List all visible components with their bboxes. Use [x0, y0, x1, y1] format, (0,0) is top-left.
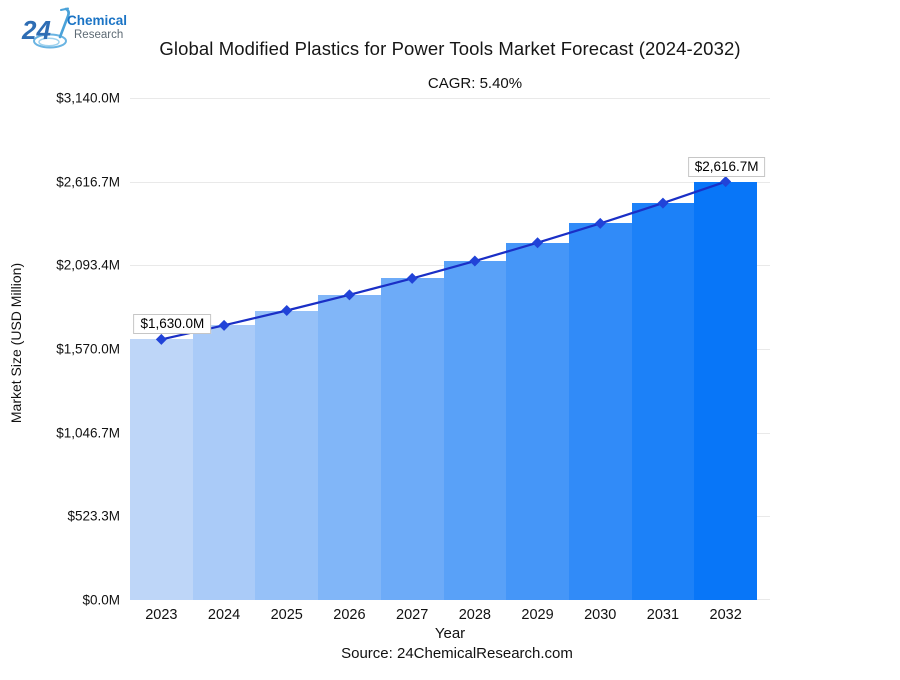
x-tick-label-2029: 2029	[521, 607, 554, 623]
bar-2023	[130, 339, 194, 600]
bar-2025	[255, 310, 319, 600]
x-tick-label-2031: 2031	[646, 607, 680, 623]
y-axis-title: Market Size (USD Million)	[8, 262, 24, 424]
x-axis-title: Year	[434, 625, 466, 642]
y-tick-label: $2,093.4M	[56, 257, 120, 273]
y-tick-label: $1,570.0M	[56, 341, 120, 357]
x-tick-label-2030: 2030	[584, 607, 617, 623]
bar-2029	[506, 242, 570, 600]
data-point-marker-2026	[343, 289, 355, 301]
bar-2030	[568, 223, 632, 600]
plot-area	[130, 98, 770, 600]
data-point-marker-2023	[155, 333, 167, 345]
x-tick-label-2026: 2026	[333, 607, 366, 623]
trend-line	[161, 180, 727, 341]
logo-text-chemical: Chemical	[67, 13, 127, 28]
data-point-marker-2025	[281, 305, 293, 317]
logo-graphic: 24 Chemical Research	[21, 7, 127, 49]
x-tick-label-2025: 2025	[270, 607, 303, 623]
bar-2032	[694, 181, 758, 600]
bar-2028	[443, 261, 507, 600]
data-point-marker-2032	[720, 176, 732, 188]
x-tick-label-2023: 2023	[145, 607, 178, 623]
x-tick-label-2024: 2024	[207, 607, 241, 623]
data-point-marker-2031	[657, 197, 669, 209]
trend-line-layer	[155, 176, 732, 345]
logo-text-research: Research	[74, 29, 123, 41]
y-tick-label: $523.3M	[67, 508, 120, 524]
bar-2026	[318, 294, 382, 600]
bar-2031	[631, 203, 695, 600]
gridline	[130, 98, 770, 99]
chart-subtitle-cagr: CAGR: 5.40%	[427, 75, 523, 92]
y-tick-label: $3,140.0M	[56, 90, 120, 106]
bar-2027	[380, 278, 444, 600]
gridline	[130, 181, 770, 183]
brand-logo: 24 Chemical Research	[20, 7, 132, 53]
logo-number: 24	[21, 15, 51, 45]
chart-title: Global Modified Plastics for Power Tools…	[159, 38, 741, 59]
data-point-marker-2024	[218, 319, 230, 331]
x-tick-label-2032: 2032	[709, 607, 742, 623]
bar-2024	[192, 325, 256, 600]
source-attribution: Source: 24ChemicalResearch.com	[341, 645, 573, 662]
value-label-2023: $1,630.0M	[133, 314, 212, 335]
x-tick-label-2027: 2027	[396, 607, 429, 623]
data-point-marker-2027	[406, 272, 418, 284]
y-tick-label: $0.0M	[82, 592, 120, 608]
x-tick-label-2028: 2028	[458, 607, 491, 623]
y-tick-label: $1,046.7M	[56, 425, 120, 441]
y-tick-label: $2,616.7M	[56, 174, 120, 190]
value-label-2032: $2,616.7M	[687, 156, 766, 177]
flask-icon	[33, 7, 70, 49]
data-point-marker-2029	[532, 237, 544, 249]
data-point-marker-2030	[594, 217, 606, 229]
data-point-marker-2028	[469, 255, 481, 267]
